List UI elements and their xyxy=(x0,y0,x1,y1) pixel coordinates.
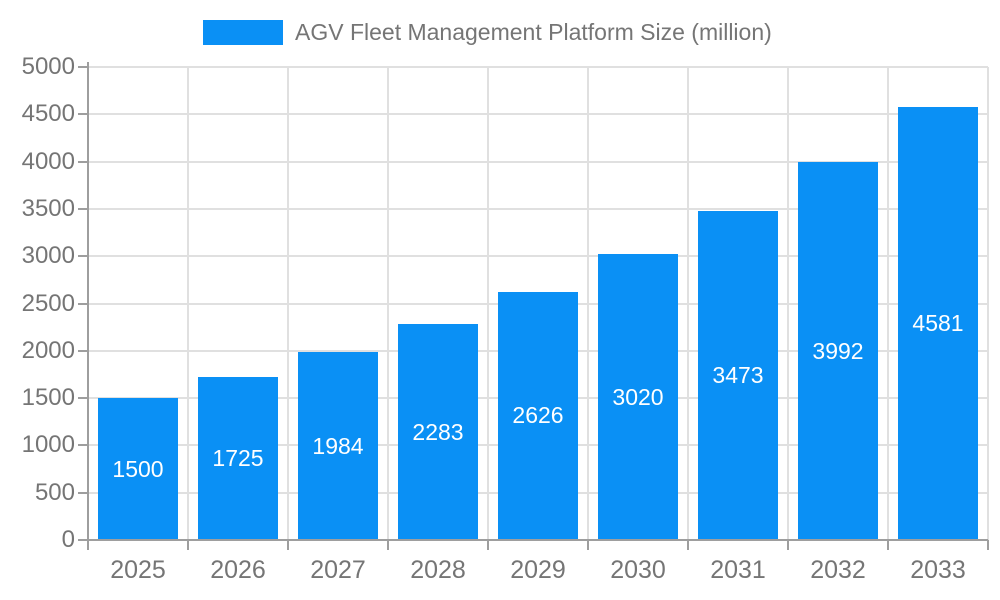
y-tick-label: 3500 xyxy=(21,194,75,222)
y-tick-label: 3000 xyxy=(21,242,75,270)
bar: 4581 xyxy=(898,106,978,540)
h-gridline xyxy=(88,255,988,258)
x-tick xyxy=(587,540,589,550)
bar: 1984 xyxy=(298,352,378,540)
x-tick xyxy=(987,540,989,550)
bar-value-label: 3473 xyxy=(712,362,764,389)
bar-value-label: 1500 xyxy=(112,455,164,482)
y-tick-label: 1500 xyxy=(21,384,75,412)
y-tick xyxy=(78,444,88,447)
h-gridline xyxy=(88,160,988,163)
h-gridline xyxy=(88,66,988,68)
bar-value-label: 2626 xyxy=(512,402,564,429)
legend-label: AGV Fleet Management Platform Size (mill… xyxy=(295,18,772,45)
v-gridline xyxy=(787,67,789,540)
v-gridline xyxy=(587,67,589,540)
y-tick xyxy=(78,397,88,400)
x-tick xyxy=(487,540,489,550)
y-axis-line xyxy=(87,62,89,550)
y-tick xyxy=(78,349,88,352)
x-tick-label: 2032 xyxy=(810,556,866,584)
bar-value-label: 1984 xyxy=(312,432,364,459)
x-tick-label: 2026 xyxy=(210,556,266,584)
v-gridline xyxy=(687,67,689,540)
x-tick xyxy=(287,540,289,550)
h-gridline xyxy=(88,207,988,210)
v-gridline xyxy=(187,67,189,540)
y-tick-label: 1000 xyxy=(21,431,75,459)
v-gridline xyxy=(287,67,289,540)
bar: 2283 xyxy=(398,324,478,540)
y-tick xyxy=(78,491,88,494)
v-gridline xyxy=(987,67,989,540)
y-tick xyxy=(78,113,88,116)
bar-value-label: 3020 xyxy=(612,383,664,410)
chart-legend: AGV Fleet Management Platform Size (mill… xyxy=(203,18,772,46)
bar: 3992 xyxy=(798,162,878,540)
v-gridline xyxy=(387,67,389,540)
y-tick xyxy=(78,160,88,163)
x-tick-label: 2027 xyxy=(310,556,366,584)
y-tick xyxy=(78,302,88,305)
h-gridline xyxy=(88,113,988,116)
x-tick-label: 2030 xyxy=(610,556,666,584)
x-tick-label: 2033 xyxy=(910,556,966,584)
y-tick xyxy=(78,255,88,258)
v-gridline xyxy=(487,67,489,540)
y-tick xyxy=(78,66,88,68)
bar: 2626 xyxy=(498,291,578,540)
bar-value-label: 2283 xyxy=(412,418,464,445)
y-tick-label: 2000 xyxy=(21,336,75,364)
x-tick xyxy=(687,540,689,550)
v-gridline xyxy=(887,67,889,540)
x-tick xyxy=(387,540,389,550)
y-tick-label: 500 xyxy=(34,478,75,506)
x-tick-label: 2025 xyxy=(110,556,166,584)
legend-swatch xyxy=(203,19,283,45)
bar: 1725 xyxy=(198,376,278,540)
x-tick xyxy=(187,540,189,550)
bar-value-label: 4581 xyxy=(912,309,964,336)
x-axis-line xyxy=(88,539,988,541)
bar-value-label: 1725 xyxy=(212,444,264,471)
x-tick xyxy=(887,540,889,550)
bar: 3020 xyxy=(598,254,678,540)
y-tick xyxy=(78,539,88,541)
y-tick-label: 4500 xyxy=(21,100,75,128)
x-tick xyxy=(787,540,789,550)
y-tick-label: 0 xyxy=(61,526,75,553)
bar-value-label: 3992 xyxy=(812,337,864,364)
y-tick-label: 4000 xyxy=(21,147,75,175)
x-tick-label: 2028 xyxy=(410,556,466,584)
x-tick-label: 2029 xyxy=(510,556,566,584)
y-tick-label: 5000 xyxy=(21,53,75,80)
y-tick-label: 2500 xyxy=(21,289,75,317)
bar: 3473 xyxy=(698,211,778,540)
y-tick xyxy=(78,207,88,210)
x-tick-label: 2031 xyxy=(710,556,766,584)
bar: 1500 xyxy=(98,398,178,540)
